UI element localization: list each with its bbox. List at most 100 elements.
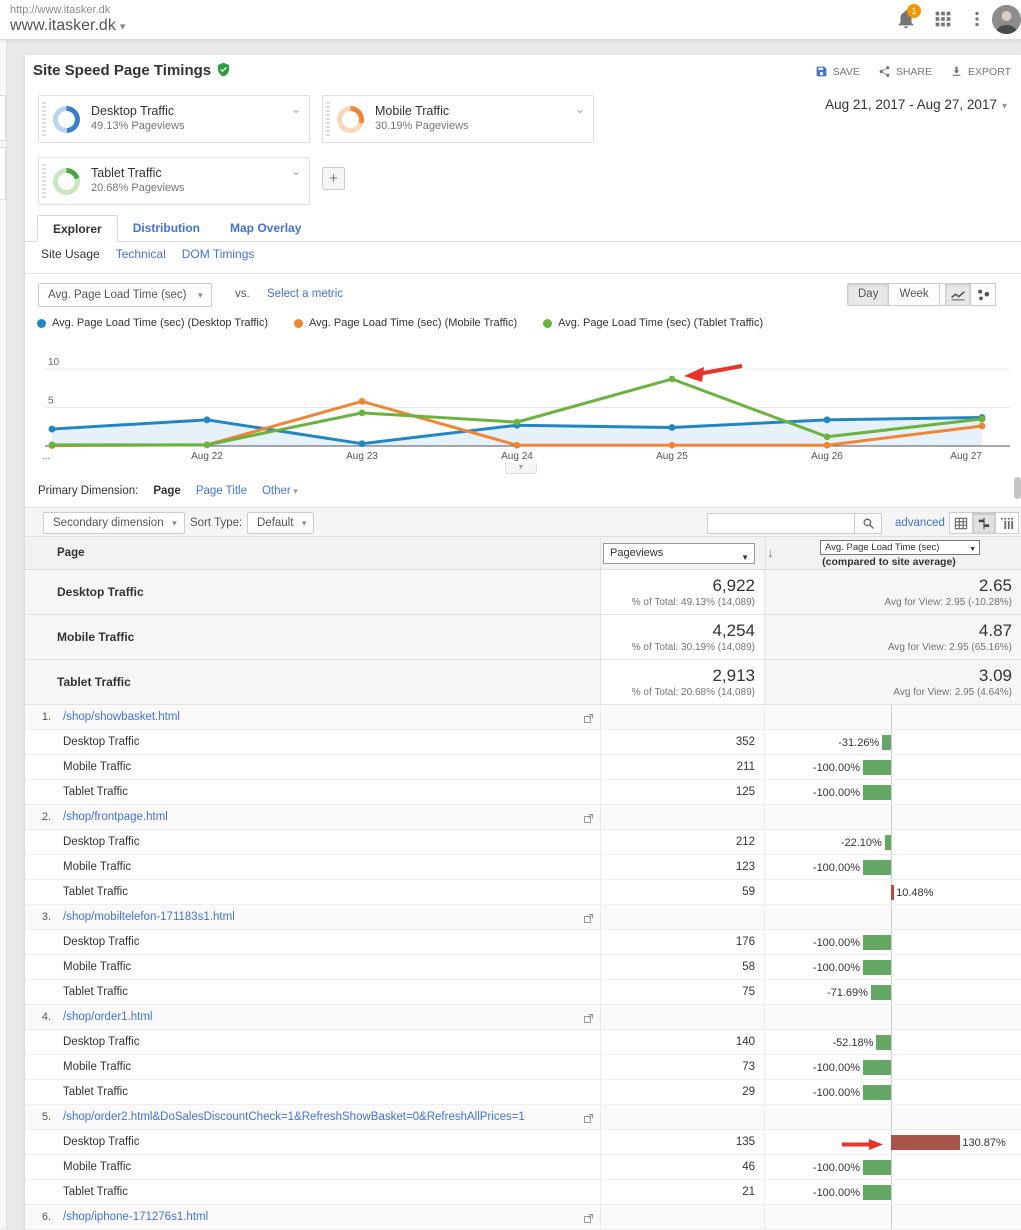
open-page-button[interactable]: [583, 911, 594, 929]
external-link-icon: [584, 1214, 593, 1223]
save-button[interactable]: SAVE: [815, 65, 860, 78]
dimension-option-page[interactable]: Page: [153, 485, 181, 497]
metric-cell: 130.87%: [766, 1130, 1021, 1154]
dimension-option-other[interactable]: Other ▾: [261, 485, 298, 497]
page-title: Site Speed Page Timings: [33, 62, 231, 81]
table-row: Desktop Traffic 140 -52.18%: [25, 1030, 1021, 1055]
table-search-input[interactable]: [707, 513, 855, 534]
secondary-dimension-dropdown[interactable]: Secondary dimension ▾: [43, 512, 185, 534]
pageviews-column-dropdown[interactable]: Pageviews ▼: [603, 543, 755, 564]
add-segment-button[interactable]: +: [322, 167, 345, 190]
svg-text:Aug 24: Aug 24: [501, 451, 533, 462]
metric-column-dropdown[interactable]: Avg. Page Load Time (sec) ▼: [820, 540, 980, 555]
drag-handle[interactable]: [42, 164, 46, 198]
subtab-dom-timings[interactable]: DOM Timings: [181, 247, 255, 261]
motion-chart-icon: [977, 289, 989, 300]
table-row-group-header: 3. /shop/mobiltelefon-171183s1.html: [25, 905, 1021, 930]
pageviews-cell: 73: [600, 1055, 765, 1079]
tab-explorer[interactable]: Explorer: [37, 215, 118, 242]
line-chart-view-button[interactable]: [945, 283, 971, 306]
account-selector[interactable]: www.itasker.dk ▾: [10, 17, 126, 34]
chevron-down-icon[interactable]: ⌄: [290, 102, 301, 116]
bar-axis-line: [891, 1105, 892, 1129]
shield-check-icon: [216, 62, 231, 81]
granularity-week-button[interactable]: Week: [888, 283, 940, 306]
drag-handle[interactable]: [326, 102, 330, 136]
apps-grid-button[interactable]: [932, 8, 956, 32]
summary-pageviews-cell: 2,913 % of Total: 20.68% (14,089): [600, 660, 765, 704]
chevron-down-icon[interactable]: ⌄: [574, 102, 585, 116]
save-icon: [816, 66, 826, 77]
metric-cell: -100.00%: [766, 1080, 1021, 1104]
page-url-link[interactable]: /shop/order2.html&DoSalesDiscountCheck=1…: [63, 1111, 525, 1123]
pageviews-value: 21: [742, 1186, 755, 1198]
timeseries-chart[interactable]: 5 10... Aug 22 Aug 23 Aug 24 Aug 25 Aug 26 Aug …: [30, 335, 1016, 463]
date-range-selector[interactable]: Aug 21, 2017 - Aug 27, 2017 ▾: [825, 97, 1007, 112]
metric-select-dropdown[interactable]: Avg. Page Load Time (sec) ▾: [38, 283, 212, 307]
summary-row: Desktop Traffic 6,922 % of Total: 49.13% (…: [25, 570, 1021, 615]
page-url-link[interactable]: /shop/frontpage.html: [63, 811, 168, 823]
comparison-bar: [863, 935, 891, 950]
top-app-bar: http://www.itasker.dk www.itasker.dk ▾ 1: [0, 0, 1021, 40]
segment-row-name: Tablet Traffic: [63, 1086, 128, 1098]
legend-item: Avg. Page Load Time (sec) (Mobile Traffi…: [294, 317, 517, 329]
chevron-down-icon[interactable]: ⌄: [290, 164, 301, 178]
bar-axis-line: [891, 705, 892, 729]
page-url-link[interactable]: /shop/showbasket.html: [63, 711, 180, 723]
subtab-site-usage[interactable]: Site Usage: [41, 247, 100, 261]
page-url-link[interactable]: /shop/order1.html: [63, 1011, 153, 1023]
select-a-metric-link[interactable]: Select a metric: [267, 288, 344, 300]
pageviews-note: % of Total: 30.19% (14,089): [631, 642, 755, 653]
data-table-view-button[interactable]: [949, 512, 973, 534]
page-url-link[interactable]: /shop/iphone-171276s1.html: [63, 1211, 209, 1223]
bar-axis-line: [891, 780, 892, 804]
share-button[interactable]: SHARE: [878, 65, 932, 78]
report-card: Site Speed Page Timings SAVE SHARE EXPOR…: [25, 55, 1021, 1230]
pageviews-value: 212: [735, 836, 755, 848]
comparison-bar: [891, 1135, 961, 1150]
pageviews-cell: [600, 905, 765, 929]
segment-card-mobile-traffic[interactable]: Mobile Traffic 30.19% Pageviews ⌄: [322, 95, 594, 143]
open-page-button[interactable]: [583, 1111, 594, 1129]
sidebar-edge-segment: [0, 147, 6, 200]
segment-card-desktop-traffic[interactable]: Desktop Traffic 49.13% Pageviews ⌄: [38, 95, 310, 143]
export-button[interactable]: EXPORT: [950, 65, 1011, 78]
granularity-day-button[interactable]: Day: [847, 283, 890, 306]
column-header-page[interactable]: Page: [57, 547, 85, 559]
notifications-button[interactable]: 1: [895, 4, 921, 32]
external-link-icon: [584, 914, 593, 923]
tab-map-overlay[interactable]: Map Overlay: [230, 221, 302, 235]
row-index: 2.: [41, 811, 51, 823]
vertical-scrollbar[interactable]: [1014, 477, 1021, 597]
chart-expander[interactable]: ▼: [505, 463, 537, 474]
subtab-technical[interactable]: Technical: [115, 247, 166, 261]
sort-type-dropdown[interactable]: Default ▾: [247, 512, 315, 534]
dimension-option-page-title[interactable]: Page Title: [195, 485, 247, 497]
more-menu-button[interactable]: [966, 6, 990, 30]
motion-chart-view-button[interactable]: [970, 283, 996, 306]
pivot-view-button[interactable]: [995, 512, 1019, 534]
comparison-view-button[interactable]: [972, 512, 996, 534]
open-page-button[interactable]: [583, 1211, 594, 1229]
segment-row-name: Mobile Traffic: [63, 1061, 132, 1073]
bar-axis-line: [891, 1205, 892, 1229]
scrollbar-thumb[interactable]: [1014, 477, 1021, 499]
metric-cell: [766, 905, 1021, 929]
tab-distribution[interactable]: Distribution: [132, 221, 201, 235]
search-button[interactable]: [854, 513, 882, 534]
open-page-button[interactable]: [583, 811, 594, 829]
sort-descending-icon[interactable]: ↓: [767, 545, 774, 560]
open-page-button[interactable]: [583, 1011, 594, 1029]
summary-metric-cell: 3.09 Avg for View: 2.95 (4.64%): [766, 660, 1021, 704]
bar-axis-line: [891, 1055, 892, 1079]
metric-cell: -100.00%: [766, 855, 1021, 879]
page-url-link[interactable]: /shop/mobiltelefon-171183s1.html: [63, 911, 235, 923]
pageviews-value: 75: [742, 986, 755, 998]
avatar[interactable]: [992, 5, 1021, 34]
open-page-button[interactable]: [583, 711, 594, 729]
advanced-filter-link[interactable]: advanced: [895, 517, 945, 529]
segment-row-name: Mobile Traffic: [63, 961, 132, 973]
segment-card-tablet-traffic[interactable]: Tablet Traffic 20.68% Pageviews ⌄: [38, 157, 310, 205]
drag-handle[interactable]: [42, 102, 46, 136]
summary-row-name: Desktop Traffic: [57, 585, 144, 599]
